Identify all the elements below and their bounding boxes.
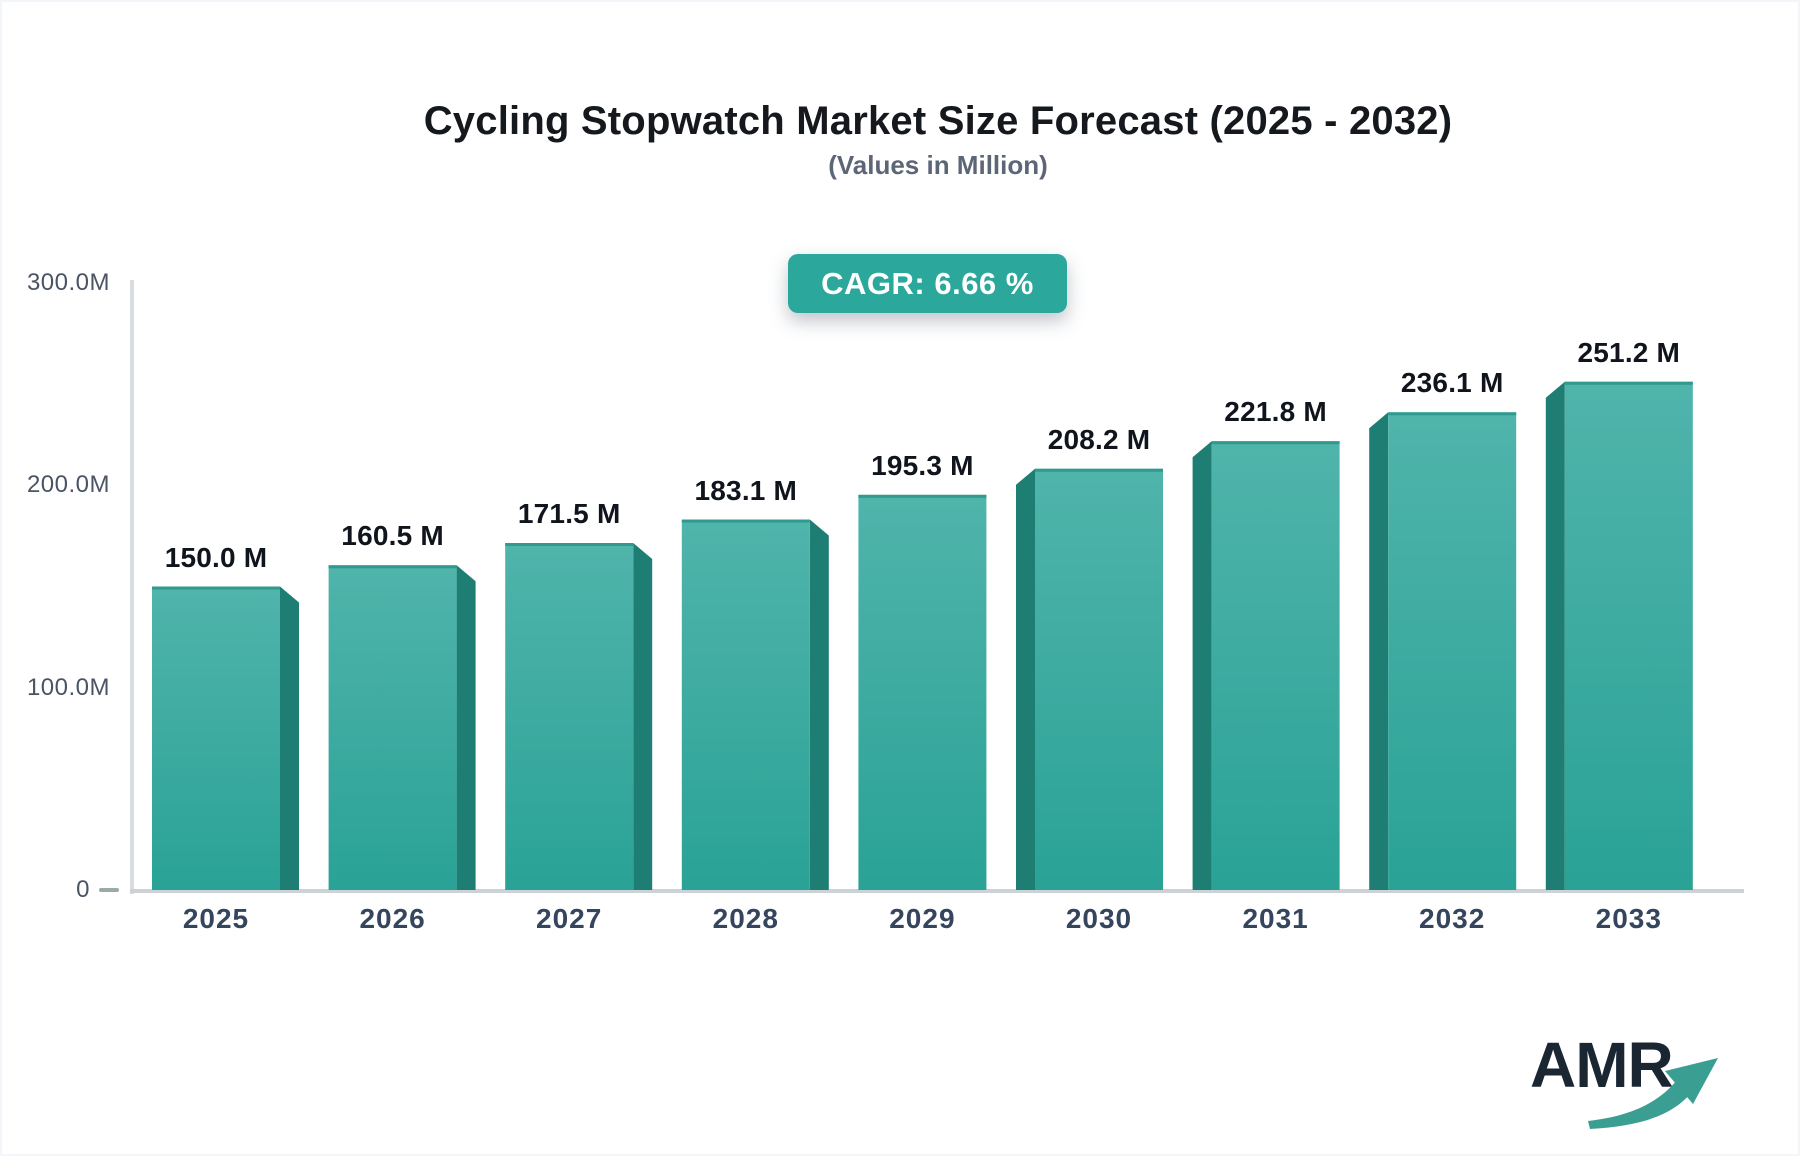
zero-tick-mark	[99, 888, 119, 892]
x-tick-2027: 2027	[536, 903, 603, 934]
bar-side-2033	[1545, 381, 1565, 890]
bar-2032	[1388, 412, 1517, 890]
value-label-2026: 160.5 M	[341, 520, 444, 552]
value-label-2033: 251.2 M	[1577, 336, 1681, 368]
amr-logo-arrow-icon	[1588, 1058, 1718, 1129]
chart-subtitle: (Values in Million)	[828, 150, 1048, 180]
bar-2026	[328, 565, 457, 890]
y-axis-line	[130, 280, 134, 894]
bar-top-edge-2028	[681, 519, 810, 523]
amr-logo: AMR	[1530, 1032, 1770, 1142]
value-label-2030: 208.2 M	[1047, 423, 1151, 455]
y-tick-0: 0	[76, 876, 90, 903]
x-tick-2033: 2033	[1595, 903, 1662, 934]
bar-2029	[858, 494, 987, 890]
value-label-2027: 171.5 M	[517, 497, 621, 529]
bar-top-edge-2032	[1388, 412, 1517, 416]
value-label-2025: 150.0 M	[164, 541, 268, 573]
bar-2028	[681, 519, 810, 890]
x-tick-2029: 2029	[889, 903, 956, 934]
y-tick-300.0M: 300.0M	[26, 269, 110, 296]
bar-side-2032	[1369, 412, 1389, 890]
bar-top-edge-2025	[152, 586, 280, 590]
value-label-2031: 221.8 M	[1224, 396, 1327, 428]
value-label-2029: 195.3 M	[871, 449, 974, 481]
x-tick-2025: 2025	[182, 903, 250, 934]
amr-logo-text: AMR	[1530, 1029, 1674, 1101]
bar-side-2026	[456, 565, 476, 890]
bar-top-edge-2029	[858, 494, 987, 498]
x-tick-2030: 2030	[1065, 903, 1133, 934]
y-tick-100.0M: 100.0M	[26, 673, 110, 701]
bar-top-edge-2033	[1564, 381, 1693, 385]
cagr-badge: CAGR: 6.66 %	[788, 254, 1067, 313]
x-tick-2031: 2031	[1242, 903, 1309, 934]
x-tick-2026: 2026	[359, 903, 426, 934]
bar-2031	[1211, 441, 1340, 890]
chart-title: Cycling Stopwatch Market Size Forecast (…	[423, 99, 1453, 143]
value-label-2032: 236.1 M	[1400, 367, 1504, 399]
bar-2025	[152, 586, 280, 890]
bar-side-2028	[809, 519, 829, 890]
x-tick-2032: 2032	[1419, 903, 1486, 934]
bar-top-edge-2030	[1035, 468, 1163, 472]
bar-2027	[505, 542, 634, 890]
x-tick-2028: 2028	[712, 903, 779, 934]
bar-2033	[1564, 381, 1693, 890]
cagr-badge-label: CAGR: 6.66 %	[821, 265, 1034, 301]
bar-side-2030	[1016, 468, 1035, 890]
bar-side-2031	[1192, 441, 1212, 890]
bar-top-edge-2027	[505, 542, 634, 546]
bar-side-2027	[633, 542, 653, 890]
chart-header: Cycling Stopwatch Market Size Forecast (…	[132, 2, 1744, 181]
x-axis-line	[130, 889, 1744, 893]
bar-side-2025	[280, 586, 299, 890]
bar-2030	[1035, 468, 1163, 890]
value-label-2028: 183.1 M	[694, 474, 798, 506]
bar-top-edge-2026	[328, 565, 457, 569]
bar-top-edge-2031	[1211, 441, 1340, 445]
y-tick-200.0M: 200.0M	[26, 471, 110, 499]
